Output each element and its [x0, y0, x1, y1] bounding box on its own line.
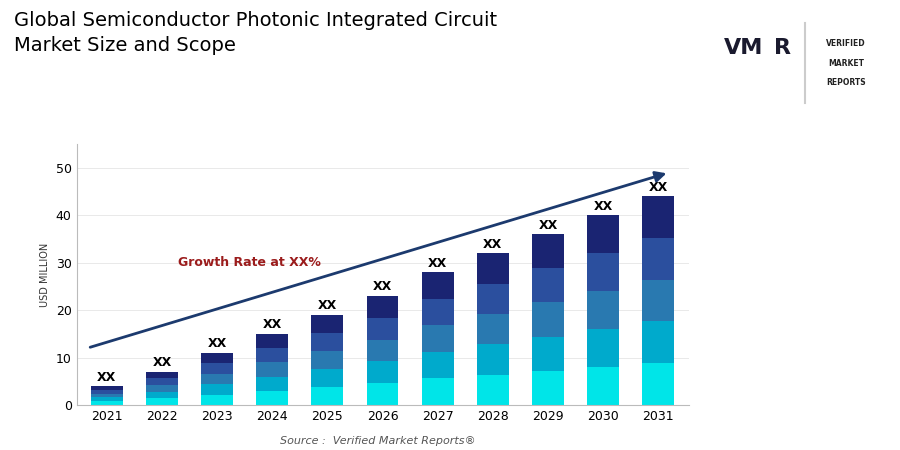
Bar: [256, 348, 288, 362]
Bar: [643, 196, 674, 238]
Text: MARKET: MARKET: [828, 58, 864, 68]
Bar: [201, 353, 233, 363]
Bar: [366, 383, 399, 405]
Bar: [477, 253, 508, 284]
Bar: [421, 325, 454, 352]
Bar: [643, 238, 674, 280]
Bar: [477, 284, 508, 314]
Text: XX: XX: [263, 319, 282, 332]
Bar: [366, 318, 399, 339]
Bar: [311, 333, 344, 351]
Bar: [146, 398, 178, 405]
Bar: [421, 299, 454, 325]
Bar: [587, 291, 619, 329]
Bar: [311, 351, 344, 369]
Bar: [366, 296, 399, 318]
Bar: [532, 268, 564, 302]
Text: XX: XX: [152, 356, 172, 369]
Bar: [532, 337, 564, 371]
Bar: [587, 215, 619, 253]
Bar: [91, 397, 122, 401]
Bar: [421, 378, 454, 405]
Text: R: R: [775, 38, 791, 58]
Text: XX: XX: [428, 257, 447, 270]
Bar: [311, 387, 344, 405]
Bar: [201, 384, 233, 395]
Text: Growth Rate at XX%: Growth Rate at XX%: [178, 256, 321, 269]
Bar: [587, 329, 619, 367]
Bar: [146, 385, 178, 392]
Text: XX: XX: [649, 181, 668, 194]
Bar: [587, 253, 619, 291]
Bar: [256, 362, 288, 377]
Bar: [201, 395, 233, 405]
Bar: [146, 378, 178, 385]
Text: XX: XX: [318, 299, 337, 312]
Bar: [643, 363, 674, 405]
Bar: [643, 321, 674, 363]
Bar: [91, 401, 122, 405]
Bar: [311, 315, 344, 333]
Text: XX: XX: [373, 280, 392, 293]
Bar: [477, 344, 508, 375]
Bar: [532, 302, 564, 337]
Text: XX: XX: [97, 371, 116, 384]
Text: XX: XX: [483, 238, 502, 251]
Bar: [311, 369, 344, 387]
Text: XX: XX: [593, 200, 613, 213]
Bar: [256, 377, 288, 391]
Text: Source :  Verified Market Reports®: Source : Verified Market Reports®: [280, 436, 476, 446]
Bar: [532, 234, 564, 268]
Bar: [146, 392, 178, 398]
Bar: [587, 367, 619, 405]
Text: Global Semiconductor Photonic Integrated Circuit
Market Size and Scope: Global Semiconductor Photonic Integrated…: [14, 11, 497, 55]
Bar: [366, 361, 399, 383]
Text: VM: VM: [724, 38, 763, 58]
Bar: [421, 272, 454, 299]
Bar: [201, 374, 233, 384]
Bar: [146, 372, 178, 378]
Bar: [91, 394, 122, 397]
Text: XX: XX: [538, 219, 557, 232]
Bar: [91, 390, 122, 394]
Bar: [477, 375, 508, 405]
Bar: [532, 371, 564, 405]
Text: VERIFIED: VERIFIED: [826, 39, 866, 48]
Bar: [201, 363, 233, 374]
Bar: [91, 386, 122, 390]
Text: XX: XX: [208, 338, 227, 351]
Bar: [643, 280, 674, 321]
Y-axis label: USD MILLION: USD MILLION: [40, 243, 50, 306]
Text: REPORTS: REPORTS: [826, 78, 866, 87]
Bar: [256, 391, 288, 405]
Bar: [256, 334, 288, 348]
Bar: [366, 339, 399, 361]
Bar: [477, 314, 508, 344]
Bar: [421, 352, 454, 378]
